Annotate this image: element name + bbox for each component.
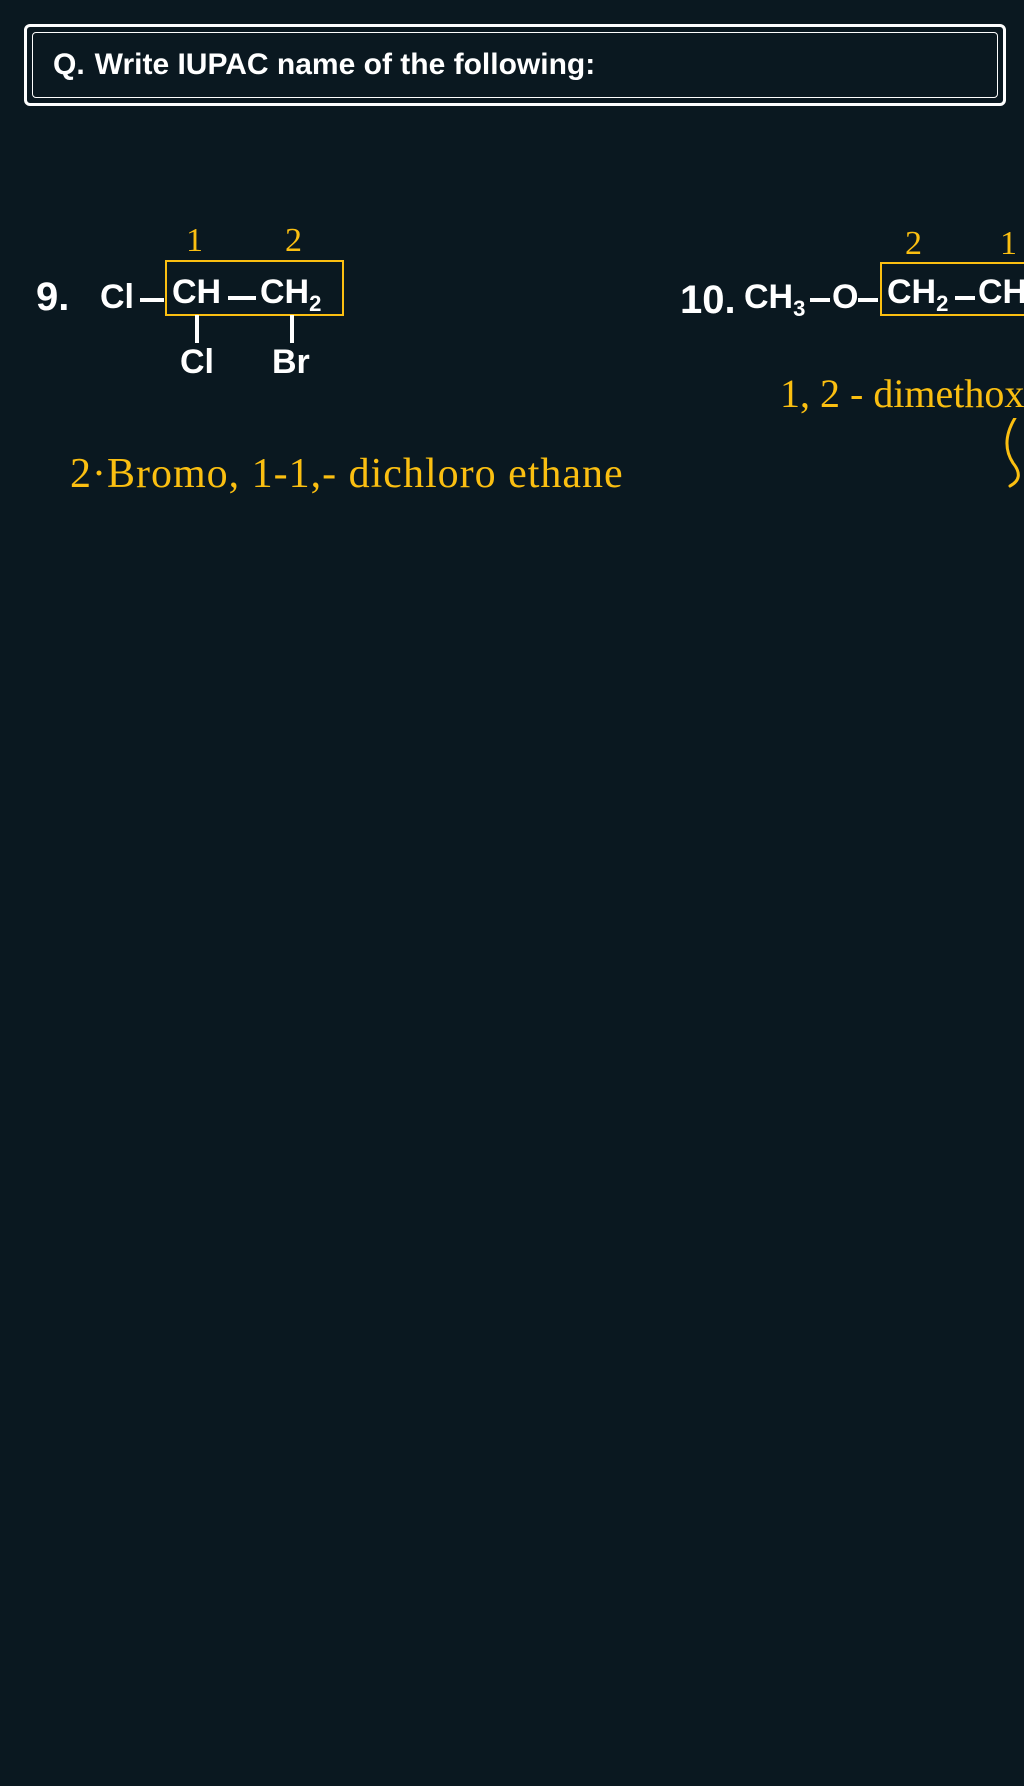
p10-bond-1	[810, 298, 830, 302]
question-box: Q. Write IUPAC name of the following:	[24, 24, 1006, 106]
p9-answer: 2·Bromo, 1-1,- dichloro ethane	[70, 450, 624, 498]
p10-bond-3	[955, 296, 975, 300]
problem-10-number: 10.	[680, 278, 736, 323]
p9-br-sub: Br	[272, 343, 310, 382]
p10-ch2b: CH2	[978, 273, 1024, 317]
p9-locant-2: 2	[285, 222, 302, 260]
p10-o-left: O	[832, 278, 858, 317]
problem-9-number: 9.	[36, 275, 69, 320]
p9-bond-1	[140, 298, 164, 302]
p9-ch-text: CH	[172, 273, 221, 311]
p9-ch: CH	[172, 273, 221, 312]
p10-ch3-left: CH3	[744, 278, 805, 322]
p9-locant-1: 1	[186, 222, 203, 260]
p10-tail-icon	[995, 418, 1024, 488]
p9-cl-left: Cl	[100, 278, 134, 317]
p9-bond-2	[228, 296, 256, 300]
question-label: Q.	[53, 48, 85, 82]
p9-ch2-text: CH	[260, 273, 309, 311]
p10-ch3-left-text: CH	[744, 278, 793, 316]
p9-cl-sub: Cl	[180, 343, 214, 382]
p10-ch2b-text: CH	[978, 273, 1024, 311]
p9-ch2: CH2	[260, 273, 321, 317]
p10-answer: 1, 2 - dimethoxy Etha	[780, 370, 1024, 417]
question-box-inner: Q. Write IUPAC name of the following:	[32, 32, 998, 98]
p10-bond-2	[858, 298, 878, 302]
p10-locant-1: 1	[1000, 225, 1017, 263]
p10-ch2a: CH2	[887, 273, 948, 317]
p9-bond-br-down	[290, 315, 294, 343]
question-text: Write IUPAC name of the following:	[95, 48, 596, 82]
p9-bond-cl-down	[195, 315, 199, 343]
p10-locant-2: 2	[905, 225, 922, 263]
p10-ch2a-text: CH	[887, 273, 936, 311]
